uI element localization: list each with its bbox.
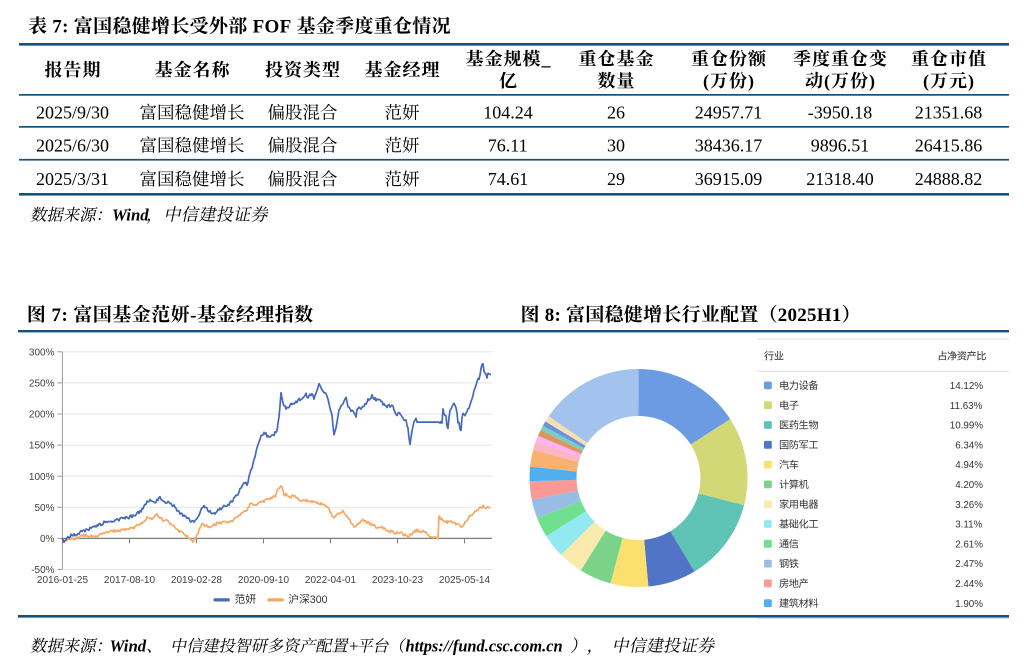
svg-text:250%: 250%: [29, 379, 55, 390]
svg-text:): ): [968, 71, 975, 92]
svg-text:2025/6/30: 2025/6/30: [36, 135, 109, 155]
svg-text:104.24: 104.24: [483, 103, 533, 123]
svg-text:2016-01-25: 2016-01-25: [37, 575, 89, 586]
svg-text:2.44%: 2.44%: [955, 579, 983, 590]
svg-text:26: 26: [607, 103, 625, 123]
svg-text:(: (: [703, 71, 710, 92]
svg-text:-3950.18: -3950.18: [808, 103, 873, 123]
svg-text:7:: 7:: [52, 305, 69, 326]
svg-text:9896.51: 9896.51: [811, 135, 870, 155]
svg-text:2.61%: 2.61%: [955, 539, 983, 550]
svg-text:24888.82: 24888.82: [915, 169, 983, 189]
svg-text:2025/3/31: 2025/3/31: [36, 169, 109, 189]
svg-text:24957.71: 24957.71: [695, 103, 763, 123]
svg-text:76.11: 76.11: [488, 135, 528, 155]
svg-text:4.94%: 4.94%: [955, 460, 983, 471]
svg-text:3.11%: 3.11%: [955, 520, 982, 531]
svg-text:100%: 100%: [29, 472, 55, 483]
svg-text:150%: 150%: [29, 441, 55, 452]
svg-text:38436.17: 38436.17: [695, 135, 763, 155]
svg-text:FOF: FOF: [253, 17, 292, 38]
svg-text:200%: 200%: [29, 410, 55, 421]
svg-text:0%: 0%: [40, 534, 55, 545]
svg-text:3.26%: 3.26%: [955, 500, 983, 511]
svg-text:2023-10-23: 2023-10-23: [372, 575, 424, 586]
svg-text:300: 300: [310, 594, 328, 606]
svg-text:26415.86: 26415.86: [915, 135, 983, 155]
svg-text:(: (: [824, 71, 831, 92]
svg-text:2022-04-01: 2022-04-01: [305, 575, 357, 586]
svg-text:11.63%: 11.63%: [950, 401, 983, 412]
svg-text:-50%: -50%: [31, 565, 54, 576]
svg-text:2025H1: 2025H1: [778, 305, 842, 326]
svg-text:Wind: Wind: [112, 206, 149, 225]
svg-text:2017-08-10: 2017-08-10: [104, 575, 156, 586]
svg-text:8:: 8:: [545, 305, 561, 326]
svg-text:2025-05-14: 2025-05-14: [439, 575, 491, 586]
svg-text:https://fund.csc.com.cn: https://fund.csc.com.cn: [406, 637, 563, 656]
svg-text:2020-09-10: 2020-09-10: [238, 575, 290, 586]
svg-text:2019-02-28: 2019-02-28: [171, 575, 223, 586]
svg-text:7:: 7:: [52, 17, 68, 38]
svg-text:2025/9/30: 2025/9/30: [36, 103, 109, 123]
svg-text:36915.09: 36915.09: [695, 169, 763, 189]
svg-text:74.61: 74.61: [488, 169, 529, 189]
svg-text:2.47%: 2.47%: [955, 559, 983, 570]
svg-text:4.20%: 4.20%: [955, 480, 983, 491]
svg-text:(: (: [923, 71, 930, 92]
svg-text:-: -: [190, 305, 197, 326]
svg-text:30: 30: [607, 135, 625, 155]
svg-text:): ): [869, 71, 876, 92]
svg-text:+: +: [348, 637, 359, 656]
svg-text:1.90%: 1.90%: [955, 599, 983, 610]
svg-text:Wind: Wind: [110, 637, 147, 656]
svg-text:300%: 300%: [29, 347, 55, 358]
svg-text:_: _: [541, 49, 552, 69]
svg-text:10.99%: 10.99%: [950, 421, 984, 432]
svg-text:21351.68: 21351.68: [915, 103, 983, 123]
svg-text:29: 29: [607, 169, 625, 189]
svg-text:): ): [748, 71, 755, 92]
svg-text:21318.40: 21318.40: [806, 169, 874, 189]
svg-text:50%: 50%: [35, 503, 55, 514]
svg-text:14.12%: 14.12%: [950, 381, 984, 392]
svg-text:6.34%: 6.34%: [955, 440, 983, 451]
